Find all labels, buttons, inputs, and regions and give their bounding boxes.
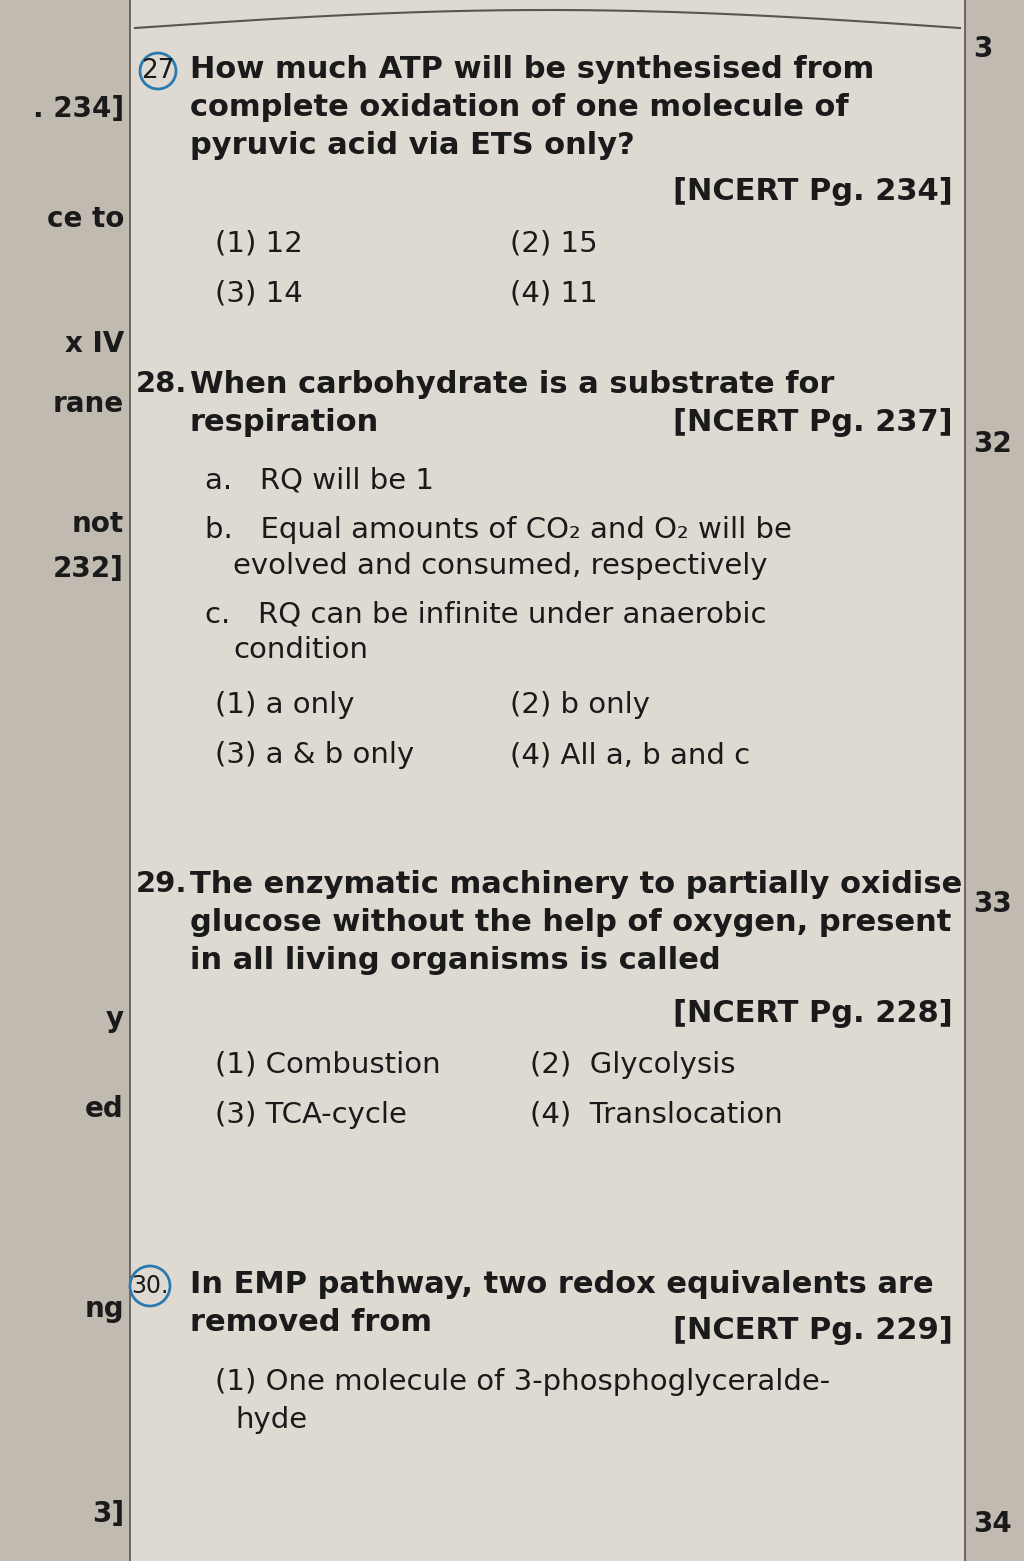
Text: (3) a & b only: (3) a & b only — [215, 741, 415, 770]
Text: b.   Equal amounts of CO₂ and O₂ will be: b. Equal amounts of CO₂ and O₂ will be — [205, 517, 792, 543]
Text: (3) TCA-cycle: (3) TCA-cycle — [215, 1101, 407, 1129]
Bar — [0, 0, 130, 1561]
Text: ed: ed — [85, 1094, 124, 1122]
Text: 3]: 3] — [92, 1500, 124, 1528]
Text: [NCERT Pg. 229]: [NCERT Pg. 229] — [673, 1316, 953, 1346]
Text: glucose without the help of oxygen, present: glucose without the help of oxygen, pres… — [190, 909, 951, 937]
Text: a.   RQ will be 1: a. RQ will be 1 — [205, 467, 434, 493]
Text: (4) 11: (4) 11 — [510, 279, 598, 308]
Text: When carbohydrate is a substrate for: When carbohydrate is a substrate for — [190, 370, 835, 400]
Text: (2) 15: (2) 15 — [510, 229, 598, 258]
Text: condition: condition — [233, 635, 368, 663]
Text: evolved and consumed, respectively: evolved and consumed, respectively — [233, 553, 768, 581]
Text: . 234]: . 234] — [33, 95, 124, 123]
Text: 34: 34 — [973, 1509, 1012, 1538]
Text: x IV: x IV — [65, 329, 124, 357]
Text: respiration: respiration — [190, 407, 379, 437]
Text: 28.: 28. — [136, 370, 187, 398]
Text: 27: 27 — [141, 58, 175, 84]
Text: rane: rane — [53, 390, 124, 418]
Text: 3: 3 — [973, 34, 992, 62]
Text: How much ATP will be synthesised from: How much ATP will be synthesised from — [190, 55, 874, 84]
Text: 32: 32 — [973, 429, 1012, 457]
Text: pyruvic acid via ETS only?: pyruvic acid via ETS only? — [190, 131, 635, 159]
Text: y: y — [105, 1005, 124, 1033]
Text: complete oxidation of one molecule of: complete oxidation of one molecule of — [190, 94, 849, 122]
Text: 29.: 29. — [136, 869, 187, 898]
Text: removed from: removed from — [190, 1308, 432, 1338]
Text: 232]: 232] — [53, 556, 124, 582]
Text: 30.: 30. — [131, 1274, 169, 1299]
Text: In EMP pathway, two redox equivalents are: In EMP pathway, two redox equivalents ar… — [190, 1271, 934, 1299]
Text: hyde: hyde — [234, 1406, 307, 1435]
Text: [NCERT Pg. 228]: [NCERT Pg. 228] — [673, 999, 953, 1029]
Bar — [965, 0, 1024, 1561]
Text: (1) 12: (1) 12 — [215, 229, 303, 258]
Text: ng: ng — [84, 1296, 124, 1324]
Text: (2)  Glycolysis: (2) Glycolysis — [530, 1051, 735, 1079]
Bar — [130, 0, 965, 1561]
Text: (1) a only: (1) a only — [215, 692, 354, 720]
Text: in all living organisms is called: in all living organisms is called — [190, 946, 721, 976]
Text: ce to: ce to — [47, 204, 124, 233]
Text: (3) 14: (3) 14 — [215, 279, 303, 308]
Text: 33: 33 — [973, 890, 1012, 918]
Text: [NCERT Pg. 237]: [NCERT Pg. 237] — [674, 407, 953, 437]
Text: (4)  Translocation: (4) Translocation — [530, 1101, 782, 1129]
Text: (2) b only: (2) b only — [510, 692, 650, 720]
Text: not: not — [72, 510, 124, 539]
Text: (1) One molecule of 3-phosphoglyceralde-: (1) One molecule of 3-phosphoglyceralde- — [215, 1367, 830, 1396]
Text: (1) Combustion: (1) Combustion — [215, 1051, 440, 1079]
Text: (4) All a, b and c: (4) All a, b and c — [510, 741, 751, 770]
Text: [NCERT Pg. 234]: [NCERT Pg. 234] — [673, 176, 953, 206]
Text: The enzymatic machinery to partially oxidise: The enzymatic machinery to partially oxi… — [190, 869, 963, 899]
Text: c.   RQ can be infinite under anaerobic: c. RQ can be infinite under anaerobic — [205, 599, 767, 628]
